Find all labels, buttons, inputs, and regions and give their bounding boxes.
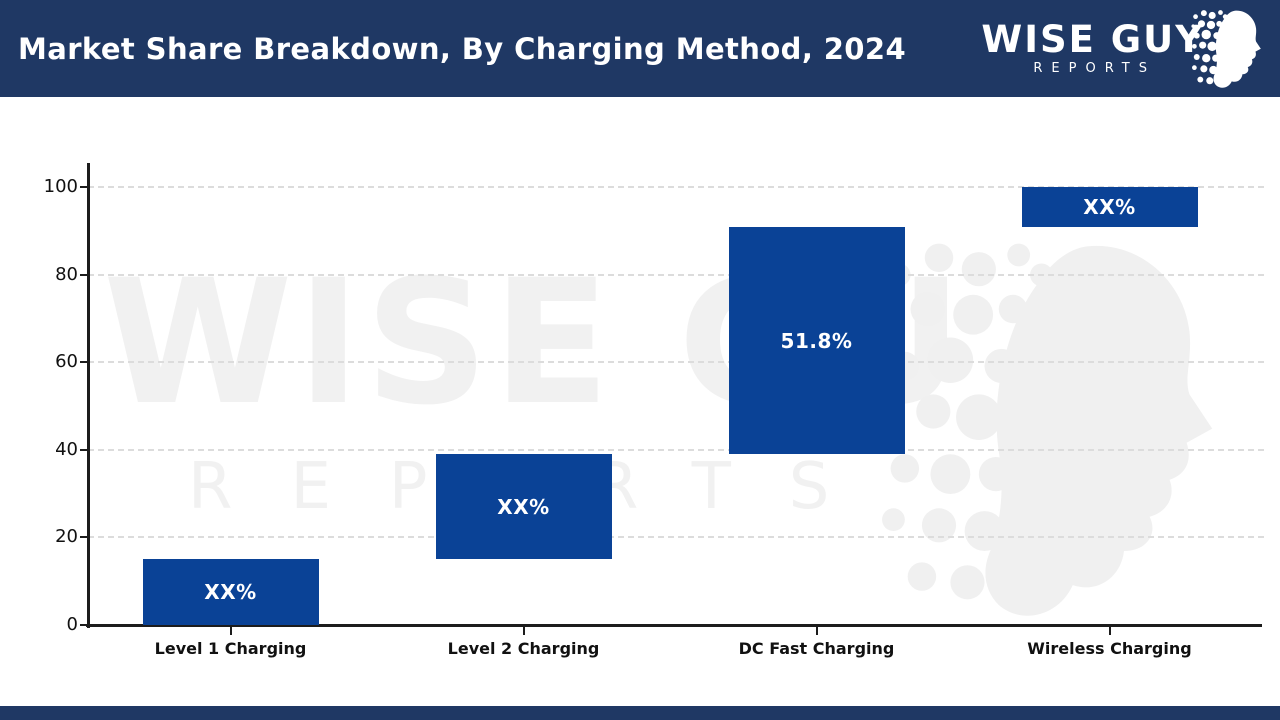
page-title: Market Share Breakdown, By Charging Meth… — [18, 31, 907, 66]
x-axis-line — [86, 624, 1262, 627]
bar-value-label: XX% — [497, 494, 550, 519]
x-category-label: Wireless Charging — [1027, 639, 1192, 658]
logo-subtitle: REPORTS — [1033, 61, 1156, 77]
y-tick-label: 20 — [55, 526, 78, 548]
y-tick-label: 80 — [55, 263, 78, 285]
bar-2: XX% — [435, 454, 612, 560]
logo-wordmark: WISE GUY — [981, 17, 1204, 61]
y-tick-0 — [80, 624, 88, 626]
bar-value-label: XX% — [1083, 195, 1136, 220]
y-tick-label: 100 — [43, 176, 78, 197]
x-category-label: Level 2 Charging — [447, 639, 600, 658]
y-tick-100 — [80, 186, 88, 188]
x-tick-4 — [1108, 627, 1111, 635]
y-tick-40 — [80, 448, 88, 451]
bar-3: 51.8% — [728, 227, 905, 455]
gridline-100 — [88, 186, 1264, 188]
y-tick-label: 0 — [66, 614, 78, 635]
wise-guy-logo: WISE GUY REPORTS — [981, 6, 1280, 92]
watermark-head-icon — [879, 243, 1213, 616]
y-axis-line — [87, 163, 90, 628]
x-tick-3 — [815, 627, 818, 635]
gridline-60 — [88, 361, 1264, 364]
bar-value-label: XX% — [204, 580, 257, 605]
x-tick-2 — [522, 627, 525, 635]
x-tick-1 — [229, 627, 232, 635]
y-tick-60 — [80, 361, 88, 364]
y-tick-20 — [80, 536, 88, 539]
y-tick-label: 60 — [55, 351, 78, 373]
x-category-label: DC Fast Charging — [738, 639, 895, 658]
bar-1: XX% — [142, 559, 319, 625]
x-category-label: Level 1 Charging — [154, 639, 307, 658]
gridline-40 — [88, 448, 1264, 451]
bar-value-label: 51.8% — [780, 328, 853, 353]
footer-bar — [0, 706, 1280, 720]
logo-text: WISE GUY REPORTS — [981, 17, 1204, 77]
gridline-20 — [88, 536, 1264, 539]
bar-4: XX% — [1021, 187, 1198, 228]
gridline-80 — [88, 273, 1264, 276]
y-tick-label: 40 — [55, 438, 78, 460]
y-tick-80 — [80, 273, 88, 276]
header-bar: Market Share Breakdown, By Charging Meth… — [0, 0, 1280, 97]
